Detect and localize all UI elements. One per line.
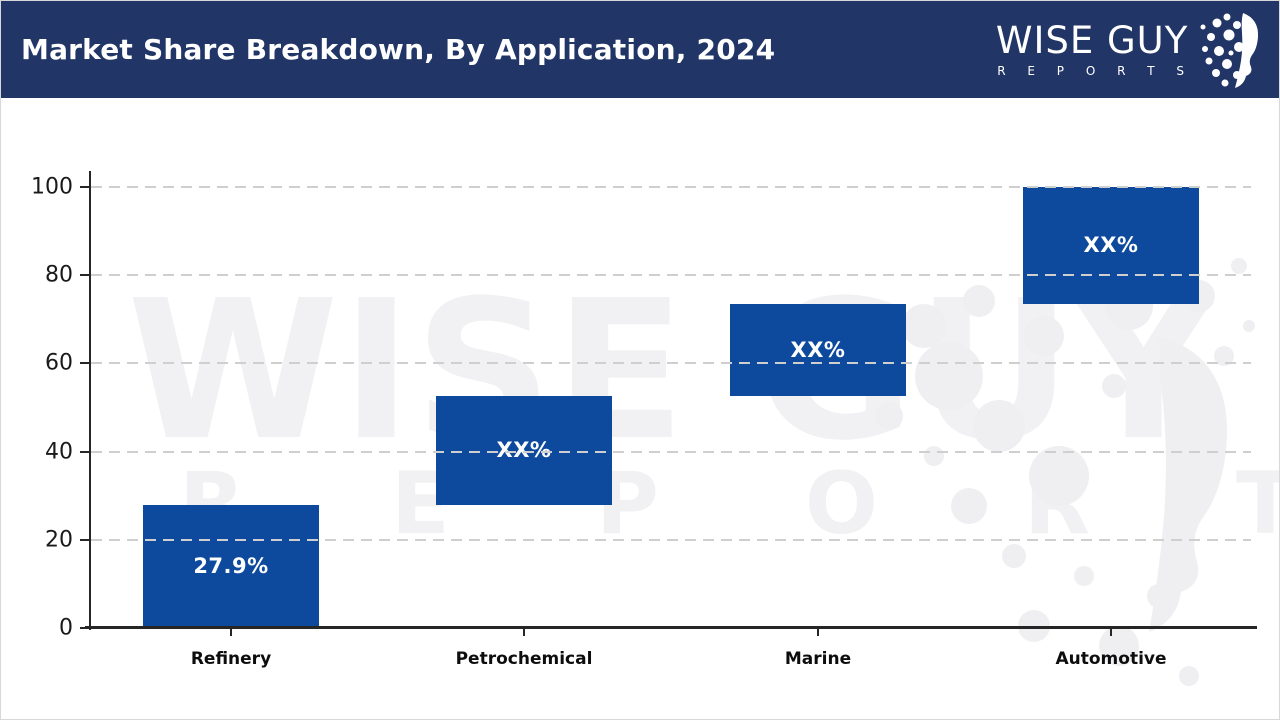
bar-refinery: 27.9% (143, 504, 319, 628)
logo-wordmark: WISE GUY (995, 18, 1189, 62)
y-tick-label: 20 (45, 527, 73, 553)
bar-petrochemical: XX% (436, 396, 612, 505)
wise-guy-logo: WISE GUY R E P O R T S (991, 9, 1261, 91)
gridline-20 (91, 538, 1251, 541)
bar-value-label: XX% (790, 337, 846, 362)
category-label-marine: Marine (784, 649, 852, 669)
chart-area: WISE GUY R E P O R T S 02040608010027.9%… (1, 98, 1279, 719)
y-tick-label: 80 (45, 262, 73, 288)
category-label-automotive: Automotive (1055, 649, 1167, 669)
x-tick-mark (230, 628, 232, 636)
logo-subtext: R E P O R T S (997, 63, 1193, 78)
y-tick-mark (80, 186, 91, 188)
y-tick-mark (80, 362, 91, 365)
logo-text: WISE GUY R E P O R T S (991, 22, 1193, 78)
bar-value-label: XX% (1083, 233, 1139, 258)
gridline-40 (91, 450, 1251, 453)
x-tick-mark (1110, 628, 1112, 636)
bar-marine: XX% (730, 303, 906, 397)
category-label-refinery: Refinery (190, 649, 272, 669)
y-axis-spine (89, 171, 91, 630)
x-tick-mark (523, 628, 525, 636)
y-tick-label: 0 (59, 615, 73, 641)
y-tick-label: 100 (31, 174, 73, 200)
page-title: Market Share Breakdown, By Application, … (21, 33, 776, 66)
bar-value-label: XX% (496, 438, 552, 463)
category-label-petrochemical: Petrochemical (455, 649, 593, 669)
y-tick-label: 40 (45, 439, 73, 465)
header-bar: Market Share Breakdown, By Application, … (1, 1, 1279, 98)
y-tick-label: 60 (45, 350, 73, 376)
bar-value-label: 27.9% (193, 554, 269, 579)
y-tick-mark (80, 627, 91, 629)
plot-area: 0 20 40 60 80 100 27.9% Refinery XX% Petrochemica… (31, 171, 1257, 669)
y-tick-mark (80, 450, 91, 453)
x-axis-spine (85, 626, 1257, 629)
gridline-100 (91, 186, 1251, 188)
y-tick-mark (80, 538, 91, 541)
bar-automotive: XX% (1023, 187, 1199, 304)
gridline-80 (91, 274, 1251, 277)
y-tick-mark (80, 274, 91, 277)
gridline-60 (91, 362, 1251, 365)
face-dots-icon (1200, 12, 1259, 88)
x-tick-mark (817, 628, 819, 636)
